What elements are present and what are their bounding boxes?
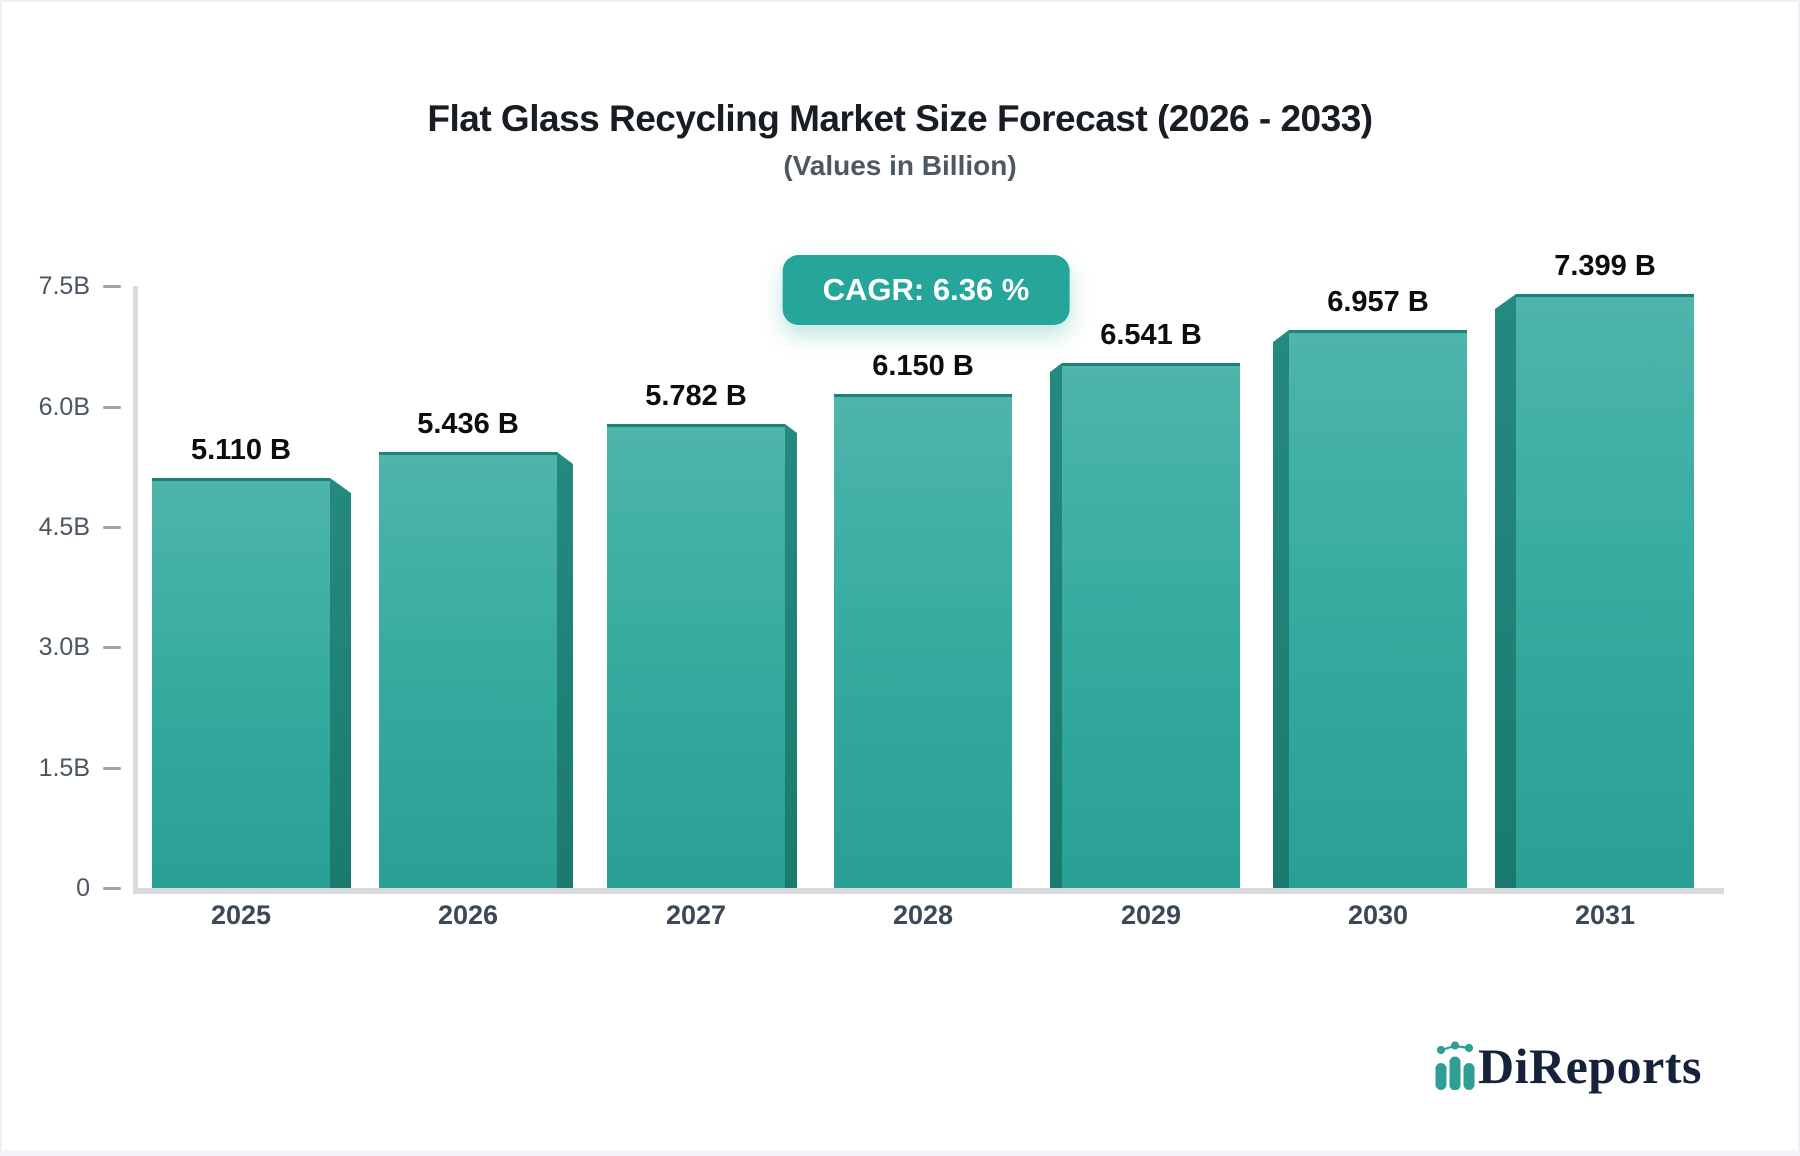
bar-side bbox=[1495, 294, 1516, 888]
y-axis-line bbox=[133, 286, 138, 888]
y-axis-tick bbox=[103, 525, 121, 529]
y-axis-label: 7.5B bbox=[38, 272, 90, 301]
bar-value-label: 7.399 B bbox=[1554, 250, 1656, 282]
y-axis-label: 3.0B bbox=[38, 633, 90, 662]
bar-value-label: 5.110 B bbox=[191, 434, 291, 466]
y-axis-tick bbox=[103, 285, 121, 289]
x-axis-label: 2028 bbox=[892, 900, 954, 930]
x-axis-label: 2027 bbox=[665, 900, 727, 930]
x-axis-label: 2029 bbox=[1120, 900, 1182, 930]
y-axis-tick bbox=[103, 766, 121, 770]
y-axis-tick bbox=[103, 405, 121, 409]
x-axis-baseline bbox=[133, 888, 1724, 894]
bar-side bbox=[557, 452, 573, 888]
direports-logo-text: DiReports bbox=[1478, 1038, 1702, 1094]
bar-side bbox=[1050, 363, 1062, 888]
bar bbox=[834, 394, 1012, 888]
direports-logo: DiReports bbox=[1434, 1038, 1734, 1100]
bar bbox=[1062, 363, 1240, 888]
y-axis-label: 4.5B bbox=[38, 512, 90, 541]
chart-title: Flat Glass Recycling Market Size Forecas… bbox=[427, 98, 1373, 139]
y-axis-label: 6.0B bbox=[38, 392, 90, 421]
direports-logo-icon bbox=[1435, 1041, 1475, 1090]
y-axis-label: 0 bbox=[76, 874, 90, 902]
bar-side bbox=[1273, 330, 1289, 888]
bar-side bbox=[785, 424, 797, 888]
cagr-badge: CAGR: 6.36 % bbox=[782, 255, 1070, 325]
bar bbox=[607, 424, 785, 888]
bar bbox=[1289, 330, 1467, 888]
x-axis-label: 2031 bbox=[1574, 900, 1636, 930]
bar bbox=[379, 452, 557, 888]
y-axis-label: 1.5B bbox=[38, 753, 90, 782]
bar bbox=[152, 478, 330, 888]
chart-subtitle: (Values in Billion) bbox=[783, 150, 1017, 181]
bar bbox=[1516, 294, 1694, 888]
bar-value-label: 6.150 B bbox=[872, 350, 974, 382]
x-axis-label: 2025 bbox=[210, 900, 272, 930]
bar-side bbox=[330, 478, 351, 888]
y-axis-tick bbox=[103, 646, 121, 650]
bar-value-label: 6.957 B bbox=[1327, 286, 1429, 318]
x-axis-label: 2030 bbox=[1347, 900, 1409, 930]
bar-value-label: 5.436 B bbox=[417, 408, 519, 440]
y-axis-tick bbox=[103, 887, 121, 890]
x-axis-label: 2026 bbox=[437, 900, 499, 930]
bar-value-label: 5.782 B bbox=[645, 380, 747, 412]
bar-value-label: 6.541 B bbox=[1100, 319, 1202, 351]
